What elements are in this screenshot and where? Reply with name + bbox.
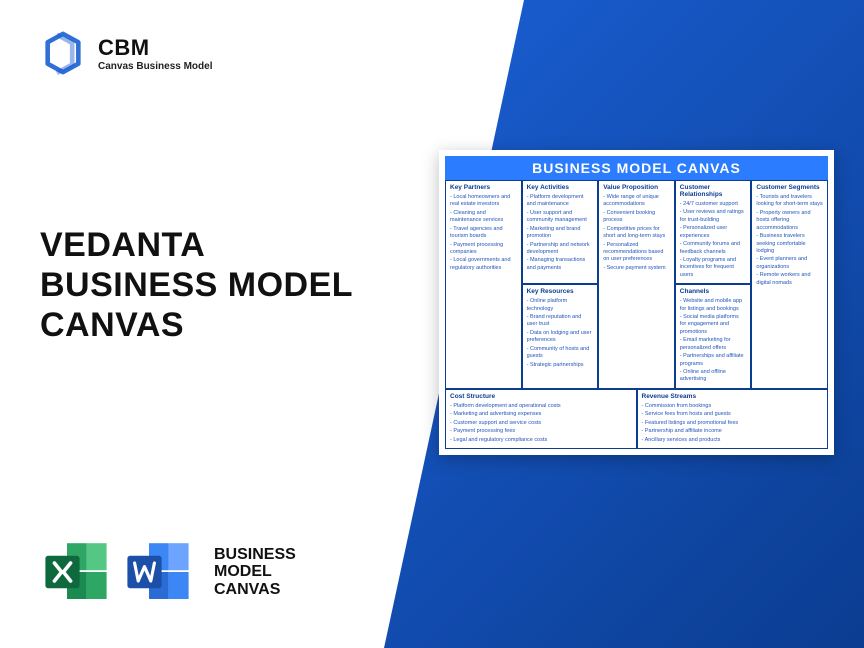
list-item: Convenient booking process	[603, 210, 670, 225]
brand-logo-block: CBM Canvas Business Model	[40, 30, 212, 76]
list-item: Local homeowners and real estate investo…	[450, 194, 517, 209]
brand-title: CBM	[98, 35, 212, 61]
list-item: Business travelers seeking comfortable l…	[756, 233, 823, 255]
list-item: Partnership and affiliate income	[642, 428, 824, 435]
list-item: Travel agencies and tourism boards	[450, 226, 517, 241]
list-item: Legal and regulatory compliance costs	[450, 437, 632, 444]
list-item: Brand reputation and user trust	[527, 314, 594, 329]
list-item: Cleaning and maintenance services	[450, 210, 517, 225]
list-item: 24/7 customer support	[680, 201, 747, 208]
list-item: Online platform technology	[527, 298, 594, 313]
section-customer-segments: Customer Segments Tourists and travelers…	[751, 180, 828, 389]
list-item: Event planners and organizations	[756, 256, 823, 271]
canvas-grid: Key Partners Local homeowners and real e…	[445, 180, 828, 389]
list-item: Email marketing for personalized offers	[680, 337, 747, 352]
list-item: Managing transactions and payments	[527, 257, 594, 272]
list-item: Local governments and regulatory authori…	[450, 257, 517, 272]
section-revenue-streams: Revenue Streams Commission from bookings…	[637, 389, 829, 449]
list-item: Wide range of unique accommodations	[603, 194, 670, 209]
canvas-header: BUSINESS MODEL CANVAS	[445, 156, 828, 180]
list-item: Service fees from hosts and guests	[642, 411, 824, 418]
list-item: Remote workers and digital nomads	[756, 272, 823, 287]
brand-subtitle: Canvas Business Model	[98, 61, 212, 72]
list-item: Marketing and brand promotion	[527, 226, 594, 241]
list-item: Ancillary services and products	[642, 437, 824, 444]
section-key-activities: Key Activities Platform development and …	[522, 180, 599, 284]
list-item: Strategic partnerships	[527, 362, 594, 369]
list-item: Online and offline advertising	[680, 369, 747, 384]
section-key-partners: Key Partners Local homeowners and real e…	[445, 180, 522, 389]
list-item: Platform development and operational cos…	[450, 403, 632, 410]
list-item: Marketing and advertising expenses	[450, 411, 632, 418]
list-item: Personalized user experiences	[680, 225, 747, 240]
list-item: Property owners and hosts offering accom…	[756, 210, 823, 232]
list-item: Platform development and maintenance	[527, 194, 594, 209]
section-channels: Channels Website and mobile app for list…	[675, 284, 752, 389]
list-item: Website and mobile app for listings and …	[680, 298, 747, 313]
list-item: Payment processing companies	[450, 242, 517, 257]
list-item: Loyalty programs and incentives for freq…	[680, 257, 747, 279]
list-item: Community forums and feedback channels	[680, 241, 747, 256]
list-item: Partnerships and affiliate programs	[680, 353, 747, 368]
page-title: VEDANTA BUSINESS MODEL CANVAS	[40, 225, 353, 345]
list-item: Commission from bookings	[642, 403, 824, 410]
list-item: Tourists and travelers looking for short…	[756, 194, 823, 209]
list-item: Customer support and service costs	[450, 420, 632, 427]
title-line-1: VEDANTA	[40, 225, 353, 265]
excel-icon	[40, 536, 112, 608]
list-item: User reviews and ratings for trust-build…	[680, 209, 747, 224]
title-line-3: CANVAS	[40, 305, 353, 345]
file-format-block: BUSINESS MODEL CANVAS	[40, 536, 296, 608]
list-item: Partnership and network development	[527, 242, 594, 257]
cbm-logo-icon	[40, 30, 86, 76]
list-item: Secure payment system	[603, 265, 670, 272]
list-item: Personalized recommendations based on us…	[603, 242, 670, 264]
list-item: Featured listings and promotional fees	[642, 420, 824, 427]
list-item: Social media platforms for engagement an…	[680, 314, 747, 336]
list-item: Data on lodging and user preferences	[527, 330, 594, 345]
list-item: Payment processing fees	[450, 428, 632, 435]
word-icon	[122, 536, 194, 608]
title-line-2: BUSINESS MODEL	[40, 265, 353, 305]
list-item: User support and community management	[527, 210, 594, 225]
canvas-preview-card: BUSINESS MODEL CANVAS Key Partners Local…	[439, 150, 834, 455]
list-item: Competitive prices for short and long-te…	[603, 226, 670, 241]
section-key-resources: Key Resources Online platform technology…	[522, 284, 599, 389]
section-cost-structure: Cost Structure Platform development and …	[445, 389, 637, 449]
section-value-proposition: Value Proposition Wide range of unique a…	[598, 180, 675, 389]
file-format-label: BUSINESS MODEL CANVAS	[214, 546, 296, 599]
section-customer-relationships: Customer Relationships 24/7 customer sup…	[675, 180, 752, 284]
list-item: Community of hosts and guests	[527, 346, 594, 361]
canvas-bottom-row: Cost Structure Platform development and …	[445, 389, 828, 449]
